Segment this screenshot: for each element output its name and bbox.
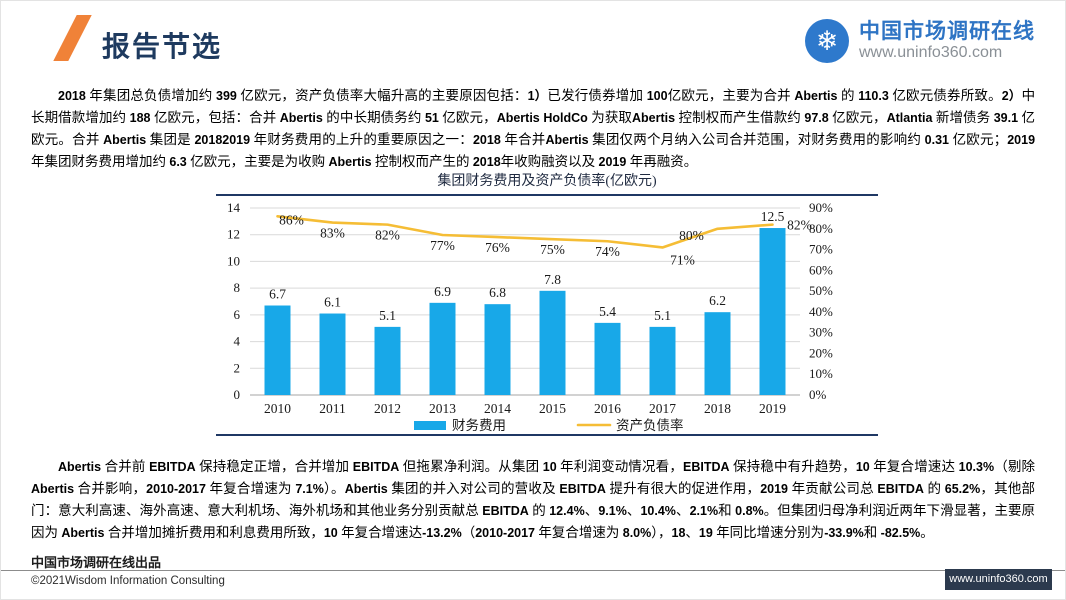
finance-chart-block: 集团财务费用及资产负债率(亿欧元) 0 2 4 6 8 10 12 14 0% 10% 20% 30%…: [216, 172, 878, 436]
svg-text:12: 12: [227, 227, 240, 242]
website-badge[interactable]: www.uninfo360.com: [945, 569, 1052, 590]
svg-text:6.7: 6.7: [269, 287, 286, 302]
svg-text:2015: 2015: [539, 401, 566, 416]
svg-text:4: 4: [234, 334, 241, 349]
svg-text:2017: 2017: [649, 401, 676, 416]
paragraph-ebitda-analysis: Abertis 合并前 EBITDA 保持稳定正增，合并增加 EBITDA 但拖…: [31, 459, 1036, 540]
svg-text:14: 14: [227, 200, 241, 215]
chart-frame: 0 2 4 6 8 10 12 14 0% 10% 20% 30% 40% 50% 60% 70% 80% 90%…: [216, 194, 878, 436]
svg-text:2019: 2019: [759, 401, 786, 416]
svg-text:12.5: 12.5: [761, 209, 785, 224]
svg-text:50%: 50%: [809, 283, 833, 298]
footer-copyright: ©2021Wisdom Information Consulting: [31, 575, 225, 587]
svg-text:资产负债率: 资产负债率: [616, 417, 684, 433]
svg-text:5.4: 5.4: [599, 304, 616, 319]
svg-text:2011: 2011: [319, 401, 346, 416]
svg-text:6.1: 6.1: [324, 295, 341, 310]
svg-text:2014: 2014: [484, 401, 511, 416]
finance-expense-leverage-chart: 0 2 4 6 8 10 12 14 0% 10% 20% 30% 40% 50% 60% 70% 80% 90%…: [227, 200, 833, 433]
svg-text:6.8: 6.8: [489, 285, 506, 300]
svg-text:80%: 80%: [679, 228, 704, 243]
svg-text:2018: 2018: [704, 401, 731, 416]
footer-brand-line: 中国市场调研在线出品: [31, 555, 162, 570]
svg-text:2012: 2012: [374, 401, 401, 416]
svg-text:5.1: 5.1: [654, 308, 671, 323]
svg-text:82%: 82%: [787, 218, 812, 233]
svg-text:80%: 80%: [809, 221, 833, 236]
svg-text:2: 2: [234, 360, 241, 375]
chart-title: 集团财务费用及资产负债率(亿欧元): [437, 174, 657, 189]
company-logo[interactable]: ❄ 中国市场调研在线 www.uninfo360.com: [805, 19, 1035, 63]
svg-text:0: 0: [234, 387, 241, 402]
paragraph-debt-analysis: 2018 年集团总负债增加约 399 亿欧元，资产负债率大幅升高的主要原因包括：…: [31, 88, 1036, 169]
svg-text:82%: 82%: [375, 228, 400, 243]
logo-company-name: 中国市场调研在线: [859, 19, 1035, 43]
svg-text:2016: 2016: [594, 401, 621, 416]
svg-text:30%: 30%: [809, 325, 833, 340]
svg-text:76%: 76%: [485, 240, 510, 255]
logo-website-url[interactable]: www.uninfo360.com: [859, 43, 1003, 61]
svg-text:77%: 77%: [430, 238, 455, 253]
snowflake-icon: ❄: [805, 19, 849, 63]
svg-text:20%: 20%: [809, 345, 833, 360]
svg-text:60%: 60%: [809, 262, 833, 277]
title-slash-icon: [53, 15, 92, 61]
svg-text:财务费用: 财务费用: [452, 418, 506, 433]
footer-divider: [1, 570, 1065, 571]
svg-text:10: 10: [227, 253, 240, 268]
svg-text:90%: 90%: [809, 200, 833, 215]
svg-text:7.8: 7.8: [544, 272, 561, 287]
svg-text:70%: 70%: [809, 242, 833, 257]
svg-text:5.1: 5.1: [379, 308, 396, 323]
svg-text:6.9: 6.9: [434, 284, 451, 299]
svg-text:40%: 40%: [809, 304, 833, 319]
svg-text:6: 6: [234, 307, 241, 322]
svg-text:75%: 75%: [540, 242, 565, 257]
page-title: 报告节选: [102, 31, 223, 62]
svg-text:6.2: 6.2: [709, 293, 726, 308]
svg-text:71%: 71%: [670, 252, 695, 267]
svg-text:8: 8: [234, 280, 241, 295]
svg-text:83%: 83%: [320, 226, 345, 241]
svg-text:2013: 2013: [429, 401, 456, 416]
svg-text:10%: 10%: [809, 366, 833, 381]
svg-text:2010: 2010: [264, 401, 291, 416]
svg-text:74%: 74%: [595, 244, 620, 259]
svg-text:0%: 0%: [809, 387, 827, 402]
svg-text:86%: 86%: [279, 212, 304, 227]
